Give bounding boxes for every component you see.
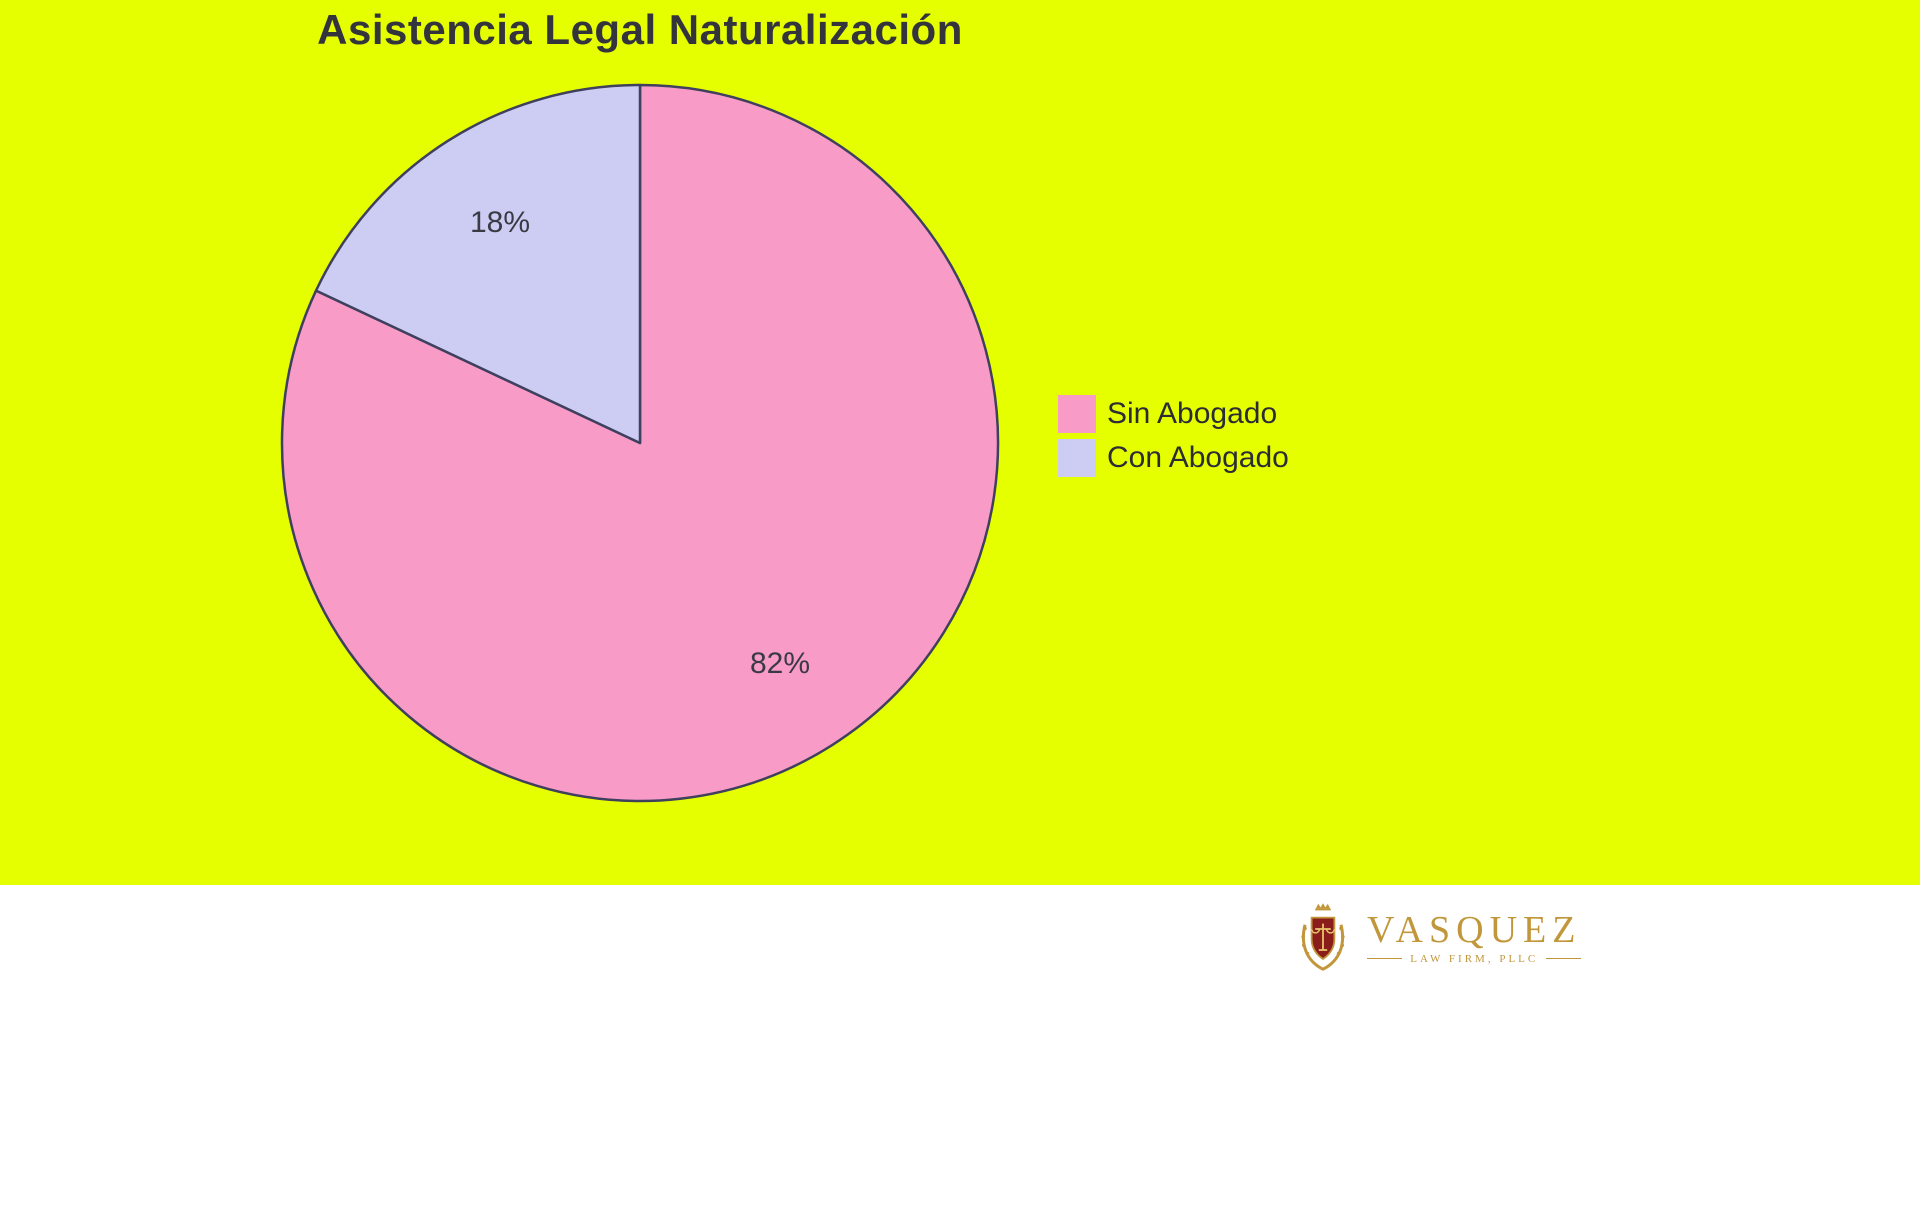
- chart-area: Asistencia Legal Naturalización 82% 18% S…: [0, 0, 1920, 885]
- brand-subrow: LAW FIRM, PLLC: [1367, 952, 1582, 965]
- logo-text: VASQUEZ LAW FIRM, PLLC: [1367, 909, 1582, 965]
- brand-subtitle: LAW FIRM, PLLC: [1410, 952, 1539, 965]
- legend-label-sin-abogado: Sin Abogado: [1107, 397, 1278, 430]
- footer: VASQUEZ LAW FIRM, PLLC: [0, 885, 1920, 1215]
- legend: Sin Abogado Con Abogado: [1058, 395, 1289, 477]
- legend-swatch-sin-abogado: [1058, 395, 1096, 433]
- chart-title: Asistencia Legal Naturalización: [317, 6, 963, 53]
- vasquez-law-firm-logo: VASQUEZ LAW FIRM, PLLC: [1293, 901, 1582, 975]
- brand-rule-right: [1546, 958, 1582, 960]
- legend-item-con-abogado: Con Abogado: [1058, 439, 1289, 477]
- legend-item-sin-abogado: Sin Abogado: [1058, 395, 1289, 433]
- brand-name: VASQUEZ: [1367, 909, 1582, 952]
- legend-swatch-con-abogado: [1058, 439, 1096, 477]
- crest-icon: [1301, 903, 1345, 971]
- pie-slice-0: [280, 83, 1000, 803]
- pie-slice-1: [314, 83, 642, 445]
- slice-percent-label-1: 18%: [470, 206, 530, 239]
- legend-label-con-abogado: Con Abogado: [1107, 441, 1289, 474]
- slice-percent-label-0: 82%: [750, 647, 810, 680]
- pie-chart: 82% 18%: [280, 83, 1000, 803]
- brand-rule-left: [1367, 958, 1403, 960]
